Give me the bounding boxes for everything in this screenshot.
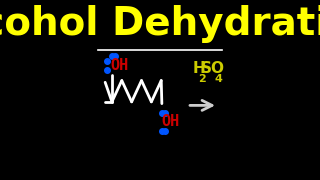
Text: 2: 2 bbox=[198, 74, 206, 84]
Text: OH: OH bbox=[161, 114, 180, 129]
Text: OH: OH bbox=[111, 58, 129, 73]
Text: SO: SO bbox=[201, 61, 225, 76]
Text: 4: 4 bbox=[214, 74, 222, 84]
Text: Alcohol Dehydration: Alcohol Dehydration bbox=[0, 5, 320, 43]
Text: H: H bbox=[193, 61, 205, 76]
